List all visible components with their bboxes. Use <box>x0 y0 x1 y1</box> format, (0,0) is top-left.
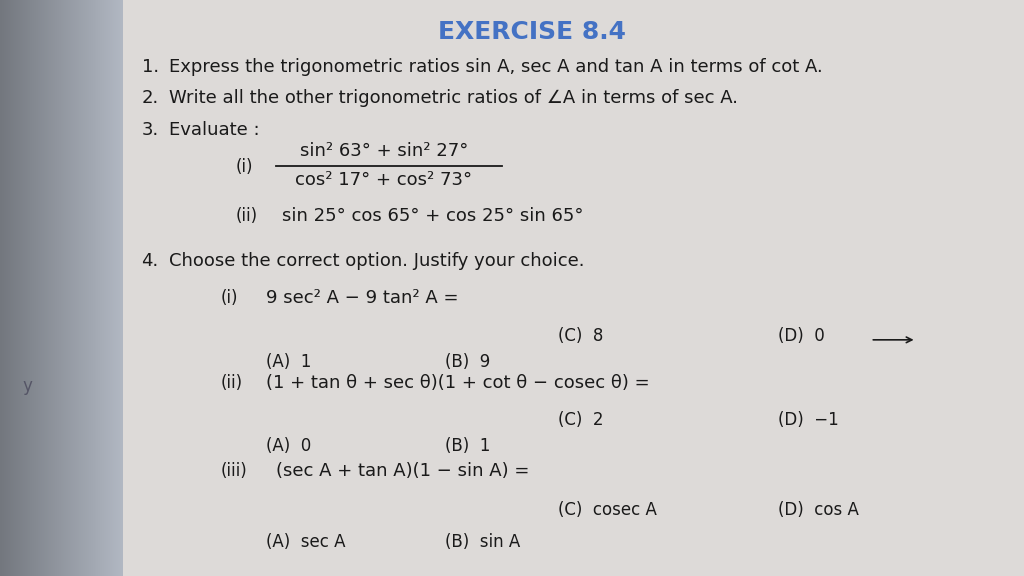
Text: (iii): (iii) <box>220 462 247 480</box>
Text: y: y <box>23 377 33 395</box>
Text: Evaluate :: Evaluate : <box>169 121 260 139</box>
Text: (A)  1: (A) 1 <box>266 353 311 370</box>
Text: EXERCISE 8.4: EXERCISE 8.4 <box>438 20 627 44</box>
Text: sin 25° cos 65° + cos 25° sin 65°: sin 25° cos 65° + cos 25° sin 65° <box>282 207 583 225</box>
Text: sin² 63° + sin² 27°: sin² 63° + sin² 27° <box>300 142 468 161</box>
Text: 1.: 1. <box>141 58 159 75</box>
Text: (A)  sec A: (A) sec A <box>266 533 346 551</box>
Text: (A)  0: (A) 0 <box>266 437 311 454</box>
Text: (sec A + tan A)(1 − sin A) =: (sec A + tan A)(1 − sin A) = <box>276 462 529 480</box>
Text: (1 + tan θ + sec θ)(1 + cot θ − cosec θ) =: (1 + tan θ + sec θ)(1 + cot θ − cosec θ)… <box>266 374 650 392</box>
Text: Choose the correct option. Justify your choice.: Choose the correct option. Justify your … <box>169 252 585 270</box>
Text: (D)  cos A: (D) cos A <box>778 501 859 519</box>
Text: (B)  1: (B) 1 <box>445 437 490 454</box>
Text: 2.: 2. <box>141 89 159 107</box>
Text: cos² 17° + cos² 73°: cos² 17° + cos² 73° <box>296 170 472 189</box>
Text: (C)  cosec A: (C) cosec A <box>558 501 657 519</box>
Text: (C)  2: (C) 2 <box>558 411 603 429</box>
Text: (ii): (ii) <box>220 374 243 392</box>
Text: (i): (i) <box>220 289 238 307</box>
Text: (C)  8: (C) 8 <box>558 327 603 345</box>
Text: (ii): (ii) <box>236 207 258 225</box>
Text: (i): (i) <box>236 158 253 176</box>
Text: (D)  −1: (D) −1 <box>778 411 839 429</box>
Text: (B)  sin A: (B) sin A <box>445 533 520 551</box>
Text: (B)  9: (B) 9 <box>445 353 490 370</box>
Text: Express the trigonometric ratios sin A, sec A and tan A in terms of cot A.: Express the trigonometric ratios sin A, … <box>169 58 822 75</box>
Text: 3.: 3. <box>141 121 159 139</box>
Text: Write all the other trigonometric ratios of ∠A in terms of sec A.: Write all the other trigonometric ratios… <box>169 89 738 107</box>
Text: 4.: 4. <box>141 252 159 270</box>
Text: (D)  0: (D) 0 <box>778 327 825 345</box>
Text: 9 sec² A − 9 tan² A =: 9 sec² A − 9 tan² A = <box>266 289 459 307</box>
